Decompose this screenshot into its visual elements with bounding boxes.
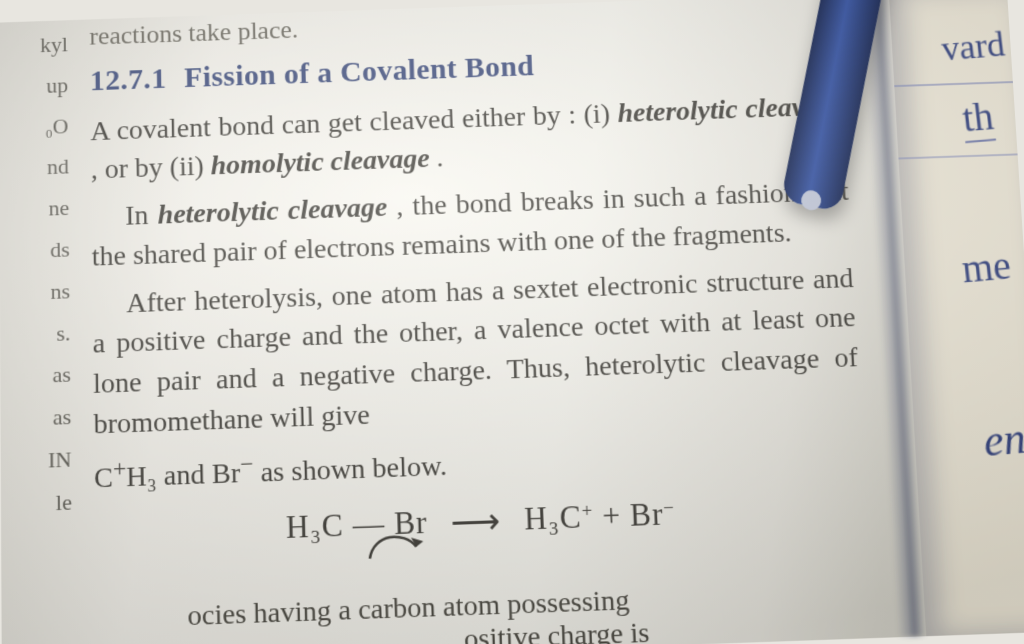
plus-icon: + xyxy=(113,455,127,482)
text: C xyxy=(94,462,113,494)
section-number: 12.7.1 xyxy=(90,62,167,97)
text: A covalent bond can get cleaved either b… xyxy=(90,98,618,146)
reactant-br: Br xyxy=(393,504,428,541)
reactant-ch3: H₃C xyxy=(286,507,345,545)
paragraph-3: After heterolysis, one atom has a sextet… xyxy=(92,259,861,445)
reaction-arrow-icon: ⟶ xyxy=(450,502,502,542)
margin-fragment: s. xyxy=(0,312,71,356)
paragraph-1: A covalent bond can get cleaved either b… xyxy=(90,86,847,190)
plus-sign: + xyxy=(602,497,631,534)
margin-fragment: ₀O xyxy=(0,105,69,148)
text: and Br xyxy=(164,458,241,492)
partial-line-bottom: ocies having a carbon atom possessing os… xyxy=(95,576,873,644)
margin-fragment: ds xyxy=(0,229,70,273)
handwriting: en xyxy=(981,412,1024,467)
product-br: Br− xyxy=(629,495,676,532)
paragraph-2: In heterolytic cleavage , the bond break… xyxy=(91,172,852,277)
term-heterolytic-2: heterolytic cleavage xyxy=(158,192,388,231)
term-homolytic: homolytic cleavage xyxy=(210,143,430,181)
margin-fragment: ns xyxy=(0,270,70,314)
margin-fragment: le xyxy=(1,481,72,526)
handwriting: me xyxy=(959,242,1013,293)
minus-icon: − xyxy=(240,451,254,478)
minus-icon: − xyxy=(663,497,676,519)
margin-fragment: up xyxy=(0,65,68,108)
text: . xyxy=(436,143,444,174)
margin-fragment: as xyxy=(0,396,71,441)
text: as shown below. xyxy=(260,450,447,488)
bond-line: — xyxy=(352,505,385,542)
section-title: Fission of a Covalent Bond xyxy=(184,50,535,94)
product-ch3: H₃C+ xyxy=(523,498,594,536)
notebook-rule xyxy=(898,153,1017,159)
text: H₃ xyxy=(126,460,157,493)
margin-fragment: as xyxy=(0,354,71,399)
text: H₃C xyxy=(523,498,582,536)
handwriting: th xyxy=(960,93,996,143)
handwriting: vard xyxy=(939,23,1007,69)
left-cutoff-margin: kyl up ₀O nd ne ds ns s. as as IN le xyxy=(0,20,82,644)
notebook-rule xyxy=(894,81,1013,87)
margin-fragment: ne xyxy=(0,187,69,231)
text: Br xyxy=(629,496,664,533)
text: In xyxy=(125,200,158,232)
main-text-column: reactions take place. 12.7.1 Fission of … xyxy=(89,0,867,565)
margin-fragment: nd xyxy=(0,146,69,190)
margin-fragment: kyl xyxy=(0,24,68,67)
plus-icon: + xyxy=(581,500,593,522)
text: , or by (ii) xyxy=(91,151,211,186)
textbook-page-photo: kyl up ₀O nd ne ds ns s. as as IN le rea… xyxy=(0,0,1024,644)
ch3-cation: C+H₃ xyxy=(94,460,164,494)
margin-fragment: IN xyxy=(1,438,72,483)
